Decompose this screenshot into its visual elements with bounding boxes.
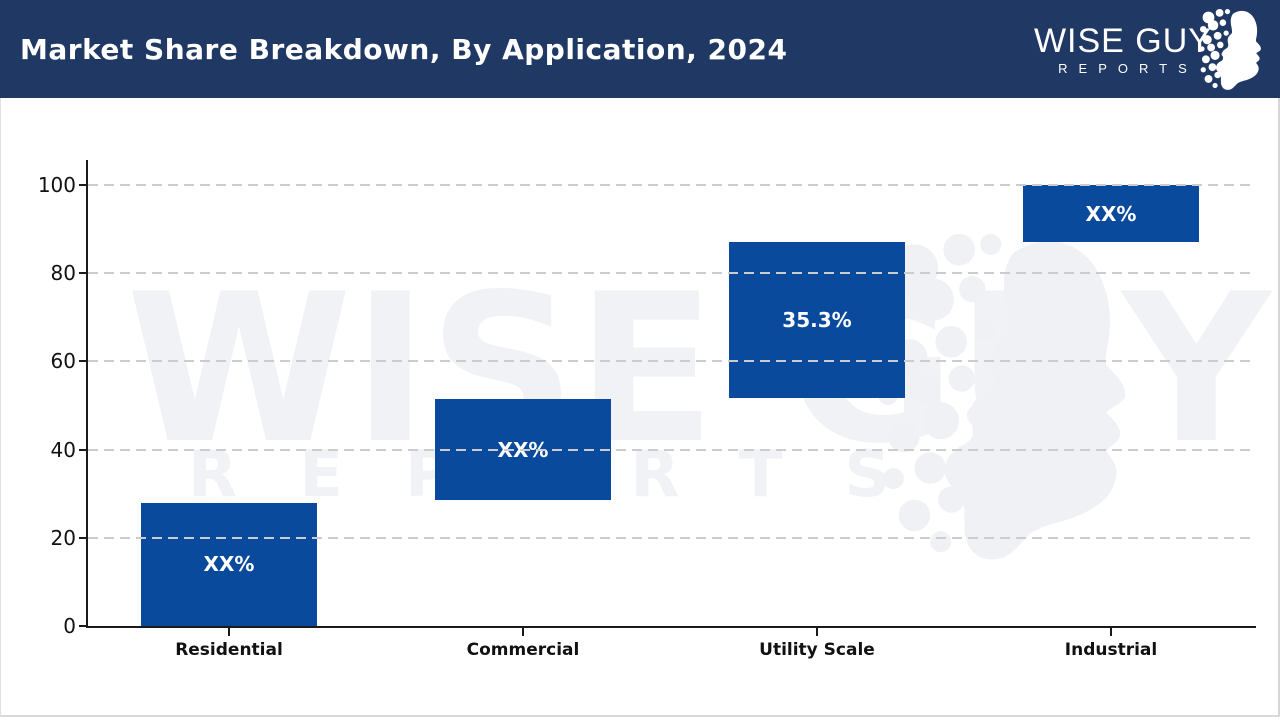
x-tick-mark bbox=[522, 628, 524, 636]
x-axis-line bbox=[86, 626, 1256, 628]
y-tick-label: 80 bbox=[50, 261, 76, 286]
x-category-label: Residential bbox=[175, 640, 283, 660]
y-tick-label: 60 bbox=[50, 349, 76, 374]
page-border-right bbox=[1278, 98, 1280, 716]
bar-value-label: XX% bbox=[203, 552, 255, 577]
y-axis-line bbox=[86, 160, 88, 628]
y-tick-mark bbox=[79, 272, 87, 275]
gridline bbox=[88, 448, 1252, 451]
bar-value-label: 35.3% bbox=[782, 307, 852, 332]
x-category-label: Industrial bbox=[1064, 640, 1158, 660]
bar-segment-industrial: XX% bbox=[1023, 185, 1199, 243]
brand-logo-text: WISE GUY REPORTS bbox=[1034, 24, 1212, 75]
page-border-left bbox=[0, 98, 1, 716]
x-tick-mark bbox=[228, 628, 230, 636]
gridline bbox=[88, 360, 1252, 363]
x-tick-mark bbox=[1110, 628, 1112, 636]
x-tick-mark bbox=[816, 628, 818, 636]
header-bar: Market Share Breakdown, By Application, … bbox=[0, 0, 1280, 98]
x-category-label: Commercial bbox=[466, 640, 580, 660]
y-tick-label: 0 bbox=[63, 614, 76, 638]
page-border-bottom bbox=[0, 715, 1280, 717]
bar-segment-residential: XX% bbox=[141, 502, 317, 626]
x-category-label: Utility Scale bbox=[759, 640, 875, 660]
watermark-dotted-head-icon bbox=[872, 226, 1162, 568]
bar-value-label: XX% bbox=[1085, 201, 1137, 226]
y-tick-label: 20 bbox=[50, 525, 76, 550]
chart-title: Market Share Breakdown, By Application, … bbox=[20, 32, 788, 66]
y-tick-mark bbox=[79, 184, 87, 186]
y-tick-mark bbox=[79, 448, 87, 451]
dotted-head-icon bbox=[1198, 7, 1270, 92]
bar-segment-utility-scale: 35.3% bbox=[729, 241, 905, 398]
y-tick-label: 40 bbox=[50, 437, 76, 462]
brand-logo: WISE GUY REPORTS bbox=[1034, 0, 1270, 98]
gridline bbox=[88, 184, 1252, 186]
brand-logo-line1: WISE GUY bbox=[1033, 21, 1212, 60]
y-tick-label: 100 bbox=[37, 173, 76, 197]
y-tick-mark bbox=[79, 360, 87, 363]
gridline bbox=[88, 536, 1252, 539]
brand-logo-line2: REPORTS bbox=[1058, 60, 1198, 76]
gridline bbox=[88, 272, 1252, 275]
y-tick-mark bbox=[79, 536, 87, 539]
y-tick-mark bbox=[79, 625, 87, 627]
